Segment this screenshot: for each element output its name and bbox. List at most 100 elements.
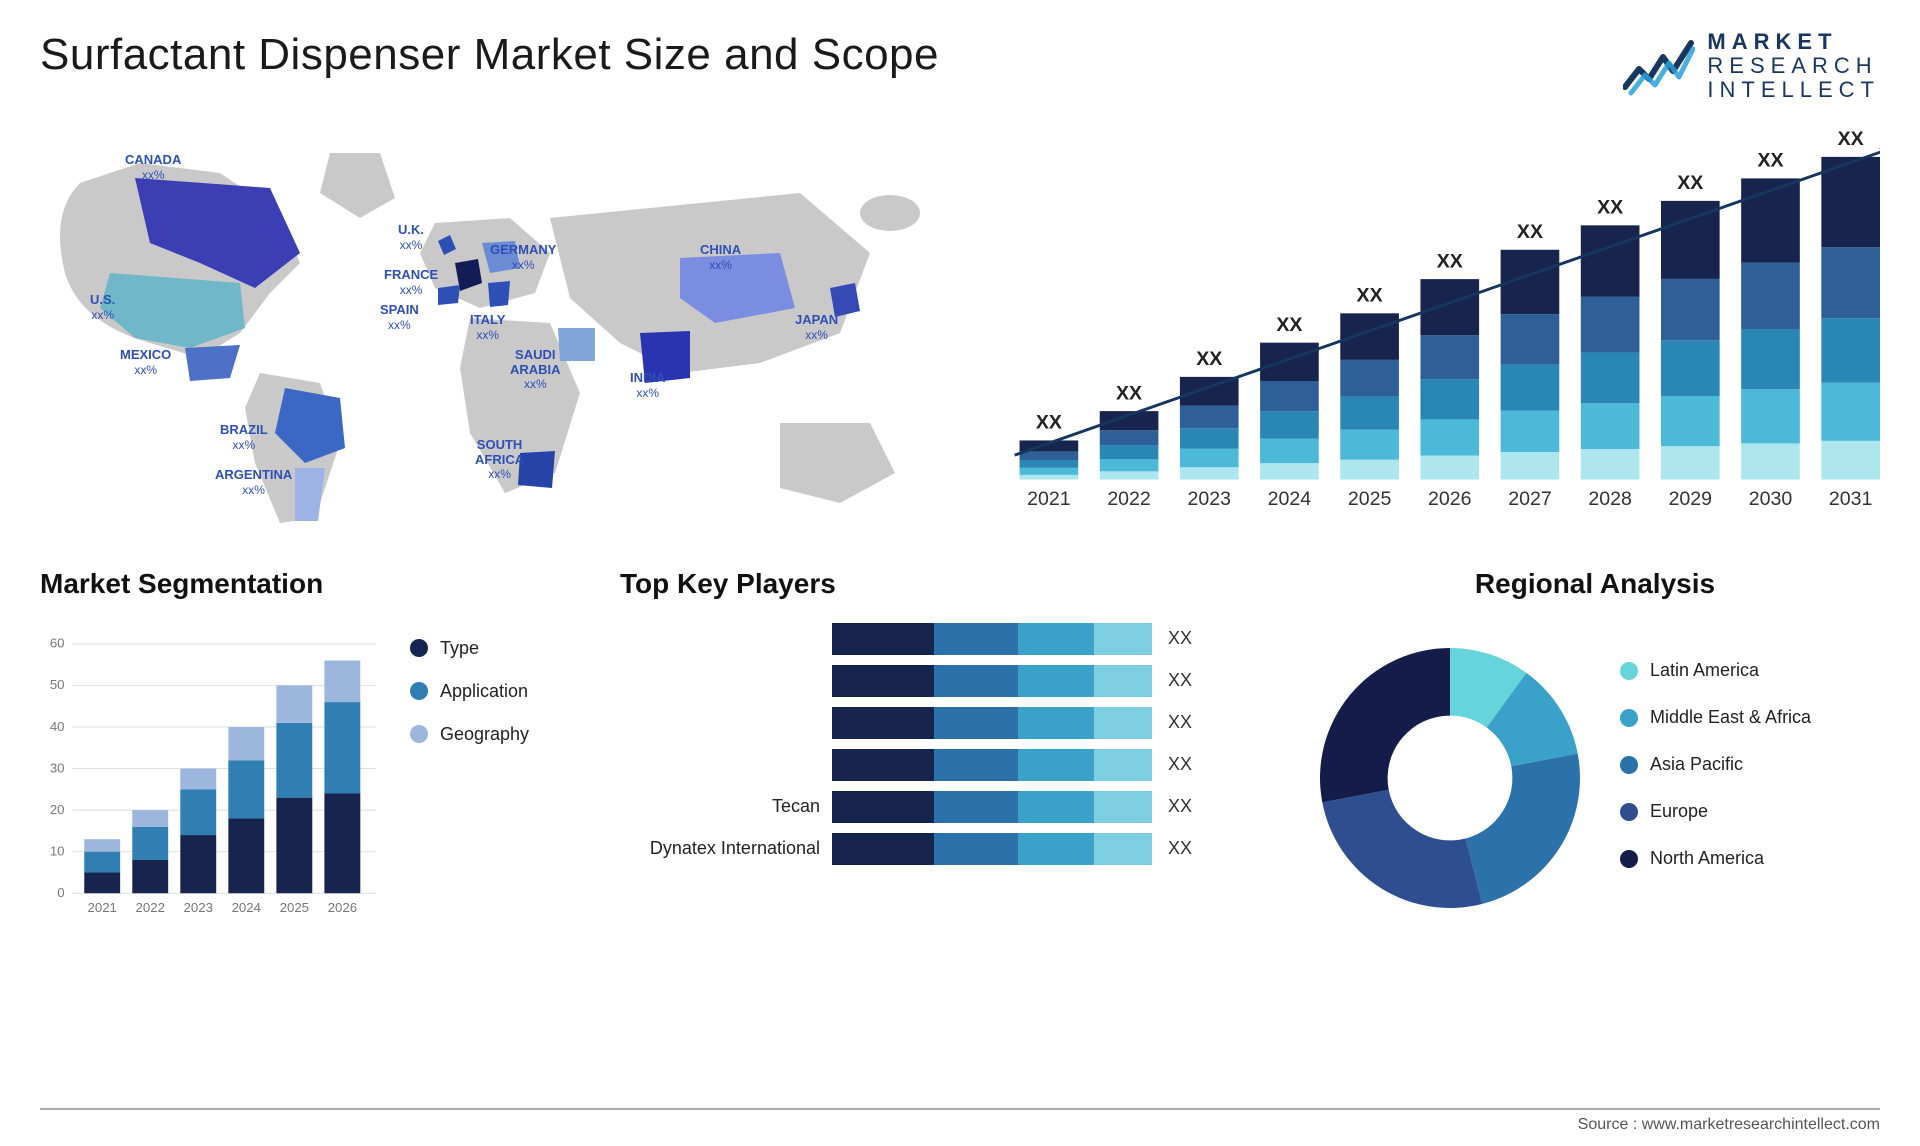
player-value: XX [1164,796,1192,817]
player-row: XX [620,749,1260,781]
svg-text:30: 30 [50,760,65,775]
player-value: XX [1164,628,1192,649]
svg-text:2031: 2031 [1829,488,1872,510]
page-title: Surfactant Dispenser Market Size and Sco… [40,30,939,80]
growth-chart-svg: XX 2021 XX 2022 XX 2023 XX 2024 XX 2025 XX 2026 XX 20… [1000,123,1880,533]
players-title: Top Key Players [620,568,1260,600]
svg-text:XX: XX [1597,196,1623,218]
map-label: INDIAxx% [630,371,665,401]
svg-text:2024: 2024 [1268,488,1312,510]
player-label: Dynatex International [620,838,820,859]
svg-text:0: 0 [57,885,64,900]
map-label: ARGENTINAxx% [215,468,292,498]
svg-text:2026: 2026 [1428,488,1472,510]
player-bar [832,665,1152,697]
regional-section: Regional Analysis Latin America Middle Ea… [1310,568,1880,938]
svg-text:2030: 2030 [1749,488,1793,510]
svg-text:50: 50 [50,677,65,692]
svg-text:2023: 2023 [184,900,213,915]
logo-mark [1623,35,1695,97]
player-value: XX [1164,712,1192,733]
player-bar [832,623,1152,655]
svg-text:XX: XX [1276,313,1302,335]
map-label: U.K.xx% [398,223,424,253]
legend-item: Geography [410,724,570,745]
map-label: ITALYxx% [470,313,505,343]
logo-line2: RESEARCH [1707,54,1880,78]
svg-text:XX: XX [1196,348,1222,370]
legend-item: Asia Pacific [1620,754,1880,775]
map-label: MEXICOxx% [120,348,171,378]
logo-line1: MARKET [1707,30,1880,54]
svg-text:2027: 2027 [1508,488,1551,510]
map-label: CANADAxx% [125,153,181,183]
svg-text:2021: 2021 [1027,488,1070,510]
regional-donut [1310,638,1590,918]
map-label: SPAINxx% [380,303,419,333]
svg-text:2022: 2022 [136,900,165,915]
logo: MARKET RESEARCH INTELLECT [1623,30,1880,103]
svg-text:20: 20 [50,801,65,816]
svg-text:2023: 2023 [1188,488,1232,510]
segmentation-legend: Type Application Geography [410,618,570,938]
segmentation-chart: 0 10 20 30 40 50 60 2021 2022 2023 2024 2025 2026 [40,618,380,938]
header: Surfactant Dispenser Market Size and Sco… [40,30,1880,103]
segmentation-title: Market Segmentation [40,568,570,600]
player-row: XX [620,707,1260,739]
svg-text:2022: 2022 [1107,488,1150,510]
map-label: FRANCExx% [384,268,438,298]
player-bar [832,749,1152,781]
players-chart: XX XX XX XX Tecan XX Dynatex International XX [620,618,1260,865]
svg-text:XX: XX [1036,411,1062,433]
players-section: Top Key Players XXXXXXXXTecanXXDynatex I… [620,568,1260,938]
map-label: BRAZILxx% [220,423,268,453]
svg-text:40: 40 [50,718,65,733]
svg-text:2025: 2025 [280,900,309,915]
donut-svg [1310,638,1590,918]
svg-text:2026: 2026 [328,900,357,915]
regional-title: Regional Analysis [1310,568,1880,600]
growth-chart: XX 2021 XX 2022 XX 2023 XX 2024 XX 2025 XX 2026 XX 20… [1000,123,1880,533]
world-map: CANADAxx% U.S.xx%MEXICOxx% BRAZILxx% ARGENT… [40,123,960,533]
legend-item: Middle East & Africa [1620,707,1880,728]
map-label: SAUDIARABIAxx% [510,348,561,393]
player-row: Dynatex International XX [620,833,1260,865]
map-label: JAPANxx% [795,313,838,343]
svg-text:2028: 2028 [1588,488,1632,510]
svg-text:60: 60 [50,635,65,650]
top-row: CANADAxx% U.S.xx%MEXICOxx% BRAZILxx% ARGENT… [40,123,1880,533]
player-row: XX [620,665,1260,697]
segmentation-section: Market Segmentation 0 10 20 30 40 50 60 2021 20… [40,568,570,938]
player-bar [832,707,1152,739]
regional-legend: Latin America Middle East & Africa Asia Pa… [1620,660,1880,895]
map-label: GERMANYxx% [490,243,556,273]
player-value: XX [1164,670,1192,691]
source-line: Source : www.marketresearchintellect.com [40,1108,1880,1134]
svg-text:2029: 2029 [1669,488,1712,510]
player-value: XX [1164,838,1192,859]
player-bar [832,791,1152,823]
bottom-row: Market Segmentation 0 10 20 30 40 50 60 2021 20… [40,568,1880,938]
player-value: XX [1164,754,1192,775]
svg-text:XX: XX [1677,172,1703,194]
segmentation-svg: 0 10 20 30 40 50 60 2021 2022 2023 2024 2025 2026 [40,618,380,938]
legend-item: Europe [1620,801,1880,822]
legend-item: Latin America [1620,660,1880,681]
player-row: XX [620,623,1260,655]
player-label: Tecan [620,796,820,817]
player-bar [832,833,1152,865]
logo-line3: INTELLECT [1707,78,1880,102]
legend-item: North America [1620,848,1880,869]
svg-text:2025: 2025 [1348,488,1392,510]
svg-text:2021: 2021 [87,900,116,915]
svg-text:XX: XX [1357,284,1383,306]
svg-text:2024: 2024 [232,900,261,915]
svg-text:10: 10 [50,843,65,858]
legend-item: Application [410,681,570,702]
logo-text: MARKET RESEARCH INTELLECT [1707,30,1880,103]
map-label: CHINAxx% [700,243,741,273]
svg-text:XX: XX [1517,221,1543,243]
svg-text:XX: XX [1116,382,1142,404]
map-label: U.S.xx% [90,293,115,323]
legend-item: Type [410,638,570,659]
